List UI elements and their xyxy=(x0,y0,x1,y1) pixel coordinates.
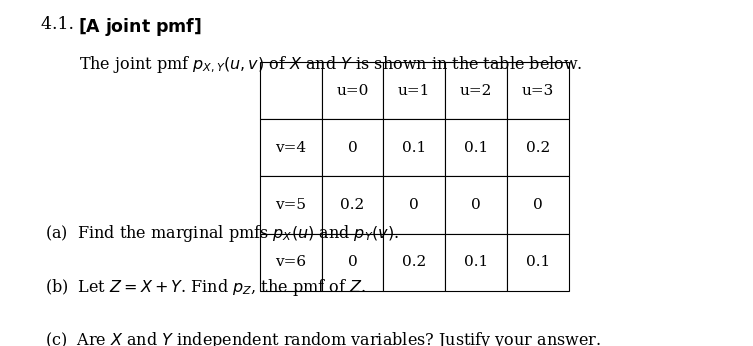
Text: u=2: u=2 xyxy=(460,84,492,98)
Text: (b)  Let $Z = X + Y$. Find $p_Z$, the pmf of $Z$.: (b) Let $Z = X + Y$. Find $p_Z$, the pmf… xyxy=(45,277,366,298)
Text: 4.1.: 4.1. xyxy=(41,16,85,33)
Text: v=4: v=4 xyxy=(275,141,306,155)
Text: 0.1: 0.1 xyxy=(464,255,488,269)
Text: v=5: v=5 xyxy=(275,198,306,212)
Text: 0.2: 0.2 xyxy=(340,198,364,212)
Text: u=1: u=1 xyxy=(398,84,430,98)
Text: u=0: u=0 xyxy=(337,84,368,98)
Bar xyxy=(322,234,383,291)
Bar xyxy=(260,119,322,176)
Bar xyxy=(507,62,569,119)
Bar xyxy=(383,119,445,176)
Bar xyxy=(445,62,507,119)
Text: 0.2: 0.2 xyxy=(526,141,550,155)
Text: The joint pmf $p_{X,Y}(u, v)$ of $X$ and $Y$ is shown in the table below.: The joint pmf $p_{X,Y}(u, v)$ of $X$ and… xyxy=(79,54,583,74)
Text: (c)  Are $X$ and $Y$ independent random variables? Justify your answer.: (c) Are $X$ and $Y$ independent random v… xyxy=(45,330,601,346)
Text: $\mathbf{[A\ joint\ pmf]}$: $\mathbf{[A\ joint\ pmf]}$ xyxy=(78,16,201,38)
Bar xyxy=(383,234,445,291)
Bar xyxy=(383,176,445,234)
Bar xyxy=(260,62,322,119)
Bar xyxy=(322,119,383,176)
Bar xyxy=(507,176,569,234)
Text: u=3: u=3 xyxy=(522,84,553,98)
Bar xyxy=(445,119,507,176)
Bar xyxy=(383,62,445,119)
Bar xyxy=(322,176,383,234)
Text: v=6: v=6 xyxy=(275,255,306,269)
Text: 0: 0 xyxy=(410,198,419,212)
Text: 0: 0 xyxy=(348,141,357,155)
Text: 0: 0 xyxy=(348,255,357,269)
Bar xyxy=(507,234,569,291)
Text: 0.1: 0.1 xyxy=(402,141,426,155)
Text: 0.1: 0.1 xyxy=(526,255,550,269)
Bar xyxy=(445,234,507,291)
Text: 0: 0 xyxy=(533,198,542,212)
Bar xyxy=(260,176,322,234)
Text: (a)  Find the marginal pmfs $p_X(u)$ and $p_Y(v)$.: (a) Find the marginal pmfs $p_X(u)$ and … xyxy=(45,223,399,244)
Text: 0.1: 0.1 xyxy=(464,141,488,155)
Text: 0: 0 xyxy=(471,198,480,212)
Bar xyxy=(507,119,569,176)
Bar xyxy=(322,62,383,119)
Bar xyxy=(445,176,507,234)
Bar xyxy=(260,234,322,291)
Text: 0.2: 0.2 xyxy=(402,255,426,269)
